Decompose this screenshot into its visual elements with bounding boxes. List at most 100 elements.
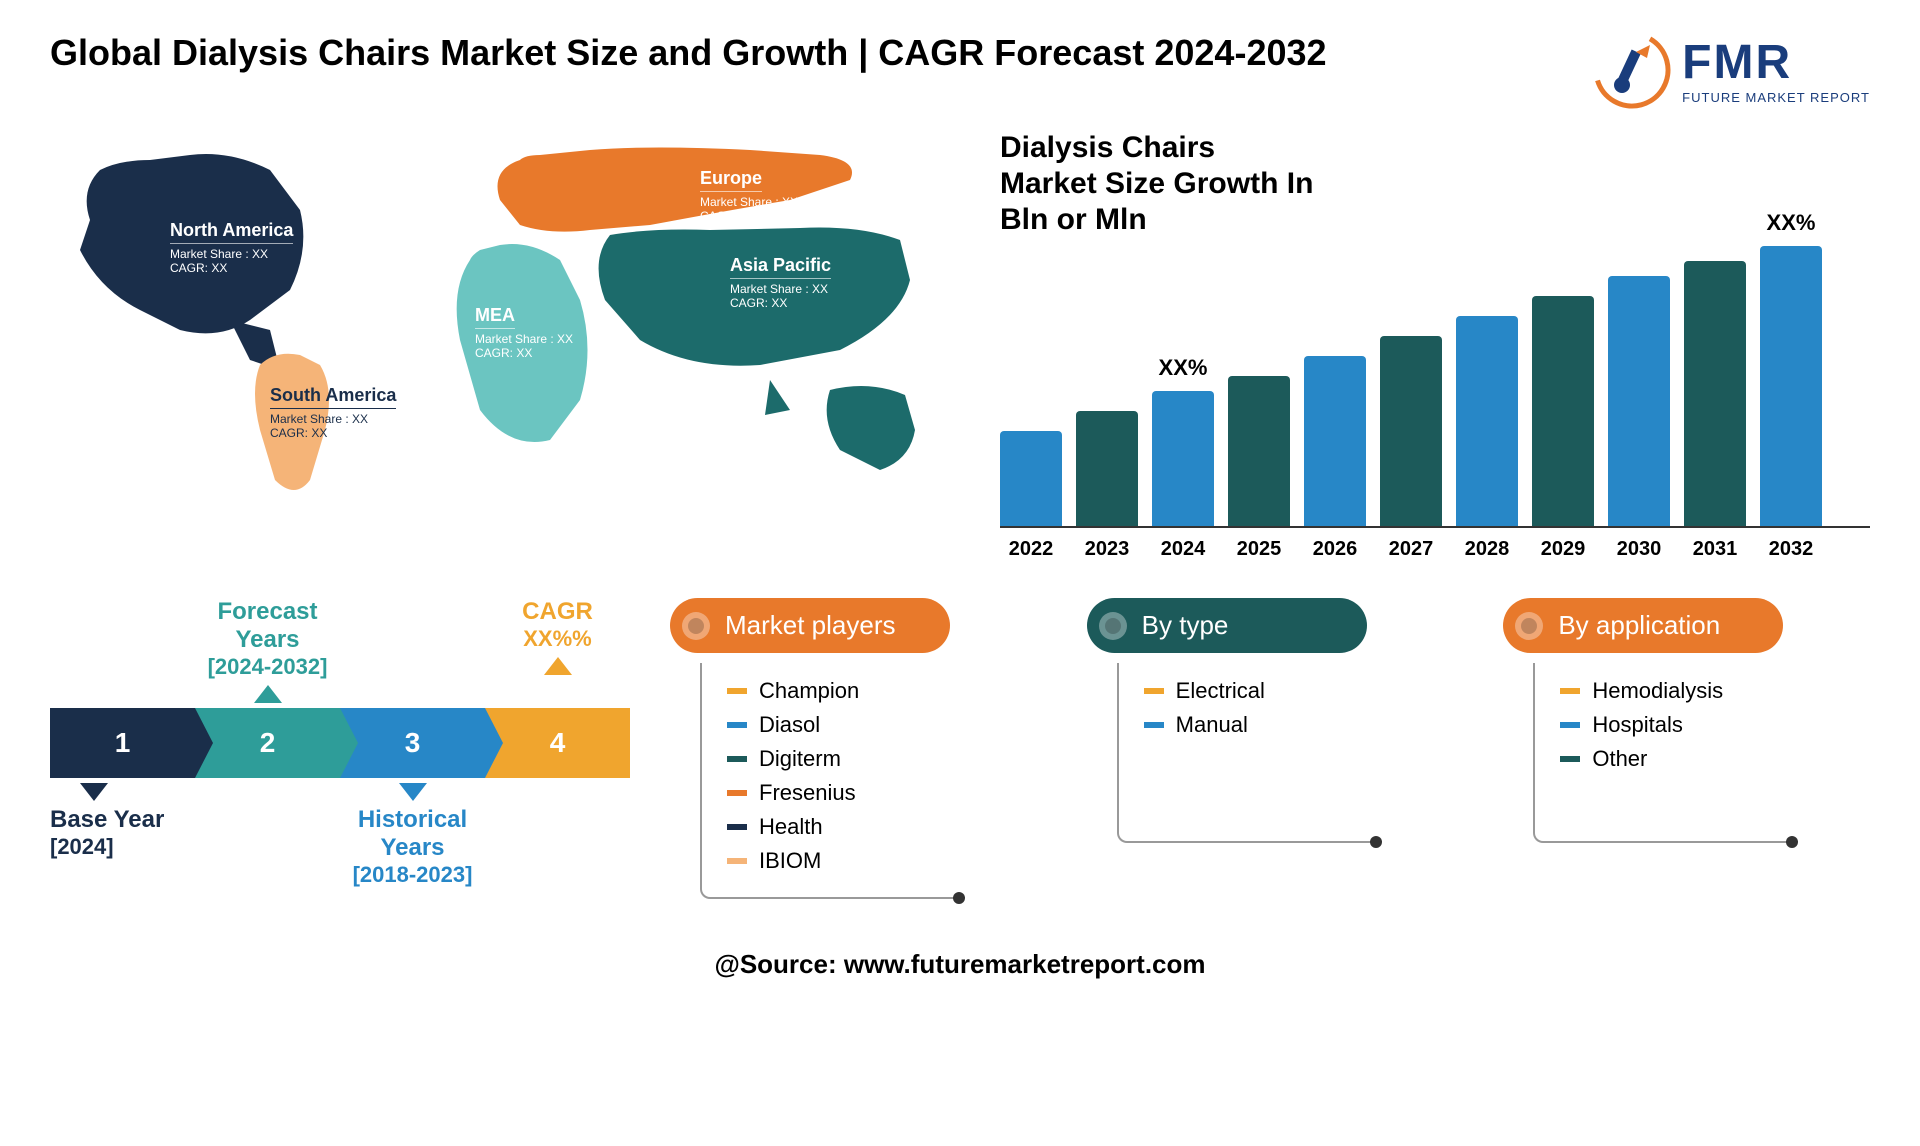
bar-2026: 2026: [1304, 356, 1366, 526]
region-europe: Europe Market Share : XX CAGR: XX: [700, 168, 798, 223]
timeline-segment-4: 4: [485, 708, 630, 778]
bar-annotation: XX%: [1159, 355, 1208, 381]
bar-year-label: 2022: [1009, 538, 1054, 561]
list-item: Manual: [1144, 712, 1377, 738]
timeline-segment-1: 1: [50, 708, 195, 778]
dash-icon: [1144, 722, 1164, 728]
region-mea: MEA Market Share : XX CAGR: XX: [475, 305, 573, 360]
bar-year-label: 2029: [1541, 538, 1586, 561]
timeline-label-cagr: CAGR XX%%: [485, 598, 630, 708]
bar-year-label: 2028: [1465, 538, 1510, 561]
bar-2027: 2027: [1380, 336, 1442, 526]
pill-header-text: By type: [1142, 610, 1229, 640]
bar: [1380, 336, 1442, 526]
list-item: Hemodialysis: [1560, 678, 1793, 704]
dash-icon: [727, 688, 747, 694]
timeline-label-forecast: Forecast Years [2024-2032]: [195, 598, 340, 708]
pill-header: By application: [1503, 598, 1783, 653]
bar-2028: 2028: [1456, 316, 1518, 526]
list-item: Health: [727, 814, 960, 840]
dash-icon: [1560, 688, 1580, 694]
bar-year-label: 2026: [1313, 538, 1358, 561]
pill-dot-icon: [1515, 612, 1543, 640]
bar-year-label: 2024: [1161, 538, 1206, 561]
fmr-logo: FMR FUTURE MARKET REPORT: [1592, 30, 1870, 110]
page-title: Global Dialysis Chairs Market Size and G…: [50, 30, 1327, 77]
bar: [1684, 261, 1746, 526]
region-south-america: South America Market Share : XX CAGR: XX: [270, 385, 396, 440]
list-item: Other: [1560, 746, 1793, 772]
chart-title: Dialysis Chairs Market Size Growth In Bl…: [1000, 130, 1870, 238]
list-item-label: Hemodialysis: [1592, 678, 1723, 704]
bar-2030: 2030: [1608, 276, 1670, 526]
source-citation: @Source: www.futuremarketreport.com: [50, 949, 1870, 980]
bar: [1608, 276, 1670, 526]
bar-2032: XX%2032: [1760, 246, 1822, 526]
pill-header-text: By application: [1558, 610, 1720, 640]
timeline-label-base: Base Year [2024]: [50, 778, 195, 888]
bar: [1304, 356, 1366, 526]
dash-icon: [727, 824, 747, 830]
list-item-label: Health: [759, 814, 823, 840]
list-item: Hospitals: [1560, 712, 1793, 738]
timeline-segment-2: 2: [195, 708, 340, 778]
logo-text-main: FMR: [1682, 35, 1870, 90]
bar-annotation: XX%: [1767, 210, 1816, 236]
pill-dot-icon: [682, 612, 710, 640]
list-item-label: Hospitals: [1592, 712, 1682, 738]
pill-header: By type: [1087, 598, 1367, 653]
bar-year-label: 2025: [1237, 538, 1282, 561]
list-item: Digiterm: [727, 746, 960, 772]
bar-year-label: 2027: [1389, 538, 1434, 561]
region-north-america: North America Market Share : XX CAGR: XX: [170, 220, 293, 275]
dash-icon: [727, 722, 747, 728]
dash-icon: [1560, 722, 1580, 728]
bar-year-label: 2023: [1085, 538, 1130, 561]
list-item: IBIOM: [727, 848, 960, 874]
bar-2031: 2031: [1684, 261, 1746, 526]
list-item-label: Diasol: [759, 712, 820, 738]
pill-bracket: Electrical Manual: [1117, 663, 1377, 843]
dash-icon: [727, 858, 747, 864]
dash-icon: [727, 756, 747, 762]
bar: [1760, 246, 1822, 526]
list-item-label: Champion: [759, 678, 859, 704]
logo-icon: [1592, 30, 1672, 110]
dash-icon: [727, 790, 747, 796]
timeline-label-historical: Historical Years [2018-2023]: [340, 778, 485, 888]
growth-bar-chart: Dialysis Chairs Market Size Growth In Bl…: [1000, 130, 1870, 528]
bar: [1076, 411, 1138, 526]
bar: [1000, 431, 1062, 526]
pill-header-text: Market players: [725, 610, 896, 640]
pill-bracket: Champion Diasol Digiterm Fresenius Health IBI…: [700, 663, 960, 899]
bar: [1532, 296, 1594, 526]
bar-year-label: 2031: [1693, 538, 1738, 561]
list-item: Diasol: [727, 712, 960, 738]
pill-column-2: By application Hemodialysis Hospitals Other: [1503, 598, 1870, 899]
bar: [1456, 316, 1518, 526]
timeline-chart: Forecast Years [2024-2032] CAGR XX%% 123…: [50, 598, 630, 899]
list-item-label: Other: [1592, 746, 1647, 772]
list-item-label: Electrical: [1176, 678, 1265, 704]
bar-2025: 2025: [1228, 376, 1290, 526]
bar-2029: 2029: [1532, 296, 1594, 526]
bar-2023: 2023: [1076, 411, 1138, 526]
list-item-label: Digiterm: [759, 746, 841, 772]
pill-column-1: By type Electrical Manual: [1087, 598, 1454, 899]
list-item: Champion: [727, 678, 960, 704]
bar-2024: XX%2024: [1152, 391, 1214, 526]
bar-2022: 2022: [1000, 431, 1062, 526]
list-item-label: Manual: [1176, 712, 1248, 738]
timeline-segment-3: 3: [340, 708, 485, 778]
bar-year-label: 2030: [1617, 538, 1662, 561]
region-asia-pacific: Asia Pacific Market Share : XX CAGR: XX: [730, 255, 831, 310]
pill-column-0: Market players Champion Diasol Digiterm Fres…: [670, 598, 1037, 899]
list-item: Fresenius: [727, 780, 960, 806]
bar: [1228, 376, 1290, 526]
bar-year-label: 2032: [1769, 538, 1814, 561]
list-item-label: Fresenius: [759, 780, 856, 806]
list-item-label: IBIOM: [759, 848, 821, 874]
pill-header: Market players: [670, 598, 950, 653]
dash-icon: [1560, 756, 1580, 762]
logo-text-sub: FUTURE MARKET REPORT: [1682, 90, 1870, 105]
